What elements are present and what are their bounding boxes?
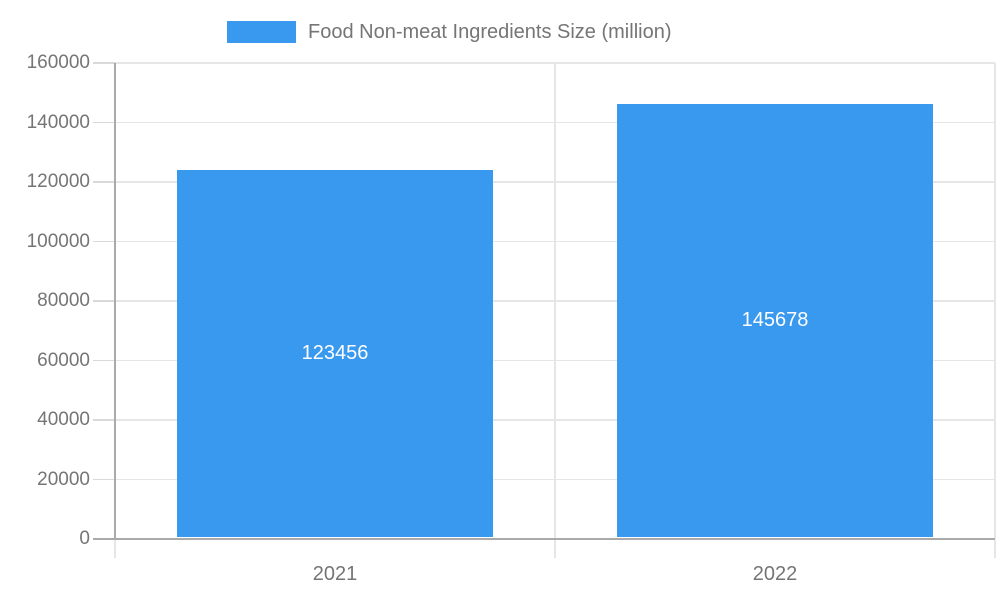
x-axis-boundary-tick [114, 539, 116, 558]
y-tick-label: 100000 [26, 230, 90, 252]
legend-label: Food Non-meat Ingredients Size (million) [308, 20, 672, 43]
bar-2021: 123456 [177, 170, 493, 538]
bar-value-label: 145678 [741, 309, 809, 332]
y-axis-line [114, 63, 116, 539]
plot-area: 123456 145678 0 20000 40000 60000 80000 100000… [27, 52, 996, 585]
x-axis-boundary-tick [994, 539, 996, 558]
y-tick-label: 20000 [37, 468, 90, 490]
y-tick-label: 40000 [37, 409, 90, 430]
y-axis-tick [93, 62, 115, 64]
y-axis-tick [93, 478, 115, 481]
y-tick-label: 60000 [37, 349, 90, 371]
y-tick-label: 120000 [26, 171, 90, 192]
x-axis-boundary-tick [554, 539, 556, 558]
gridline-vertical [994, 63, 996, 539]
y-tick-label: 80000 [37, 290, 90, 311]
gridline-vertical [554, 63, 556, 539]
chart-legend: Food Non-meat Ingredients Size (million) [227, 20, 672, 44]
x-axis-line [93, 537, 995, 540]
y-axis-tick [93, 121, 115, 124]
x-tick-label: 2021 [312, 563, 358, 585]
bar-value-label: 123456 [301, 342, 369, 365]
y-tick-label: 0 [79, 528, 90, 549]
y-axis-tick [93, 359, 115, 362]
y-tick-label: 160000 [26, 52, 90, 73]
legend-swatch [227, 21, 296, 43]
bar-2022: 145678 [617, 104, 933, 538]
x-tick-label: 2022 [752, 563, 798, 585]
y-axis-tick [93, 300, 115, 302]
y-axis-tick [93, 419, 115, 421]
y-axis-tick [93, 240, 115, 243]
y-tick-label: 140000 [26, 111, 90, 133]
y-axis-tick [93, 181, 115, 183]
